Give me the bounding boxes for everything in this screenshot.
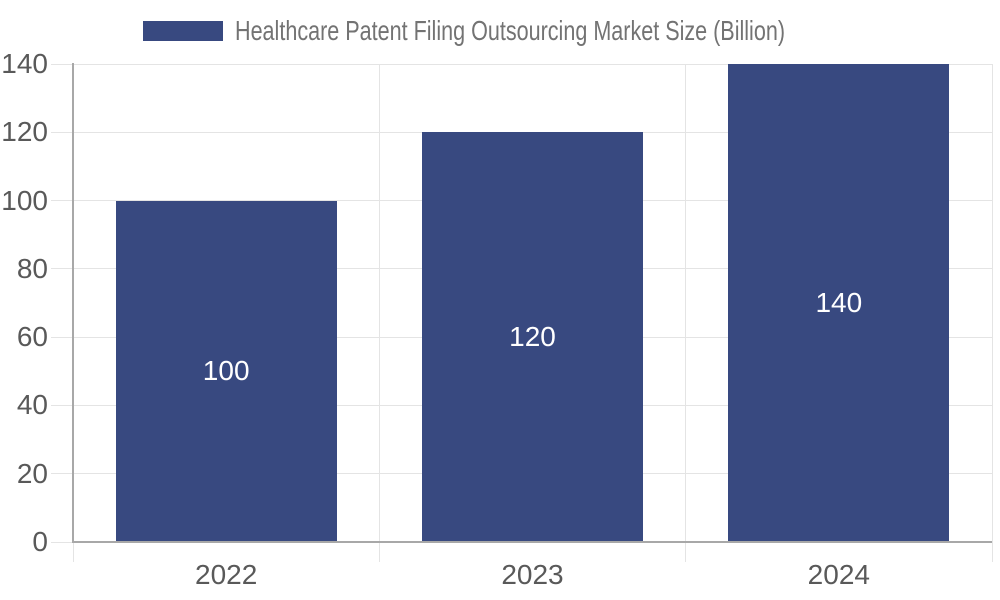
x-gridline (685, 64, 687, 562)
y-tick-label: 140 (1, 48, 48, 79)
x-axis-line (72, 541, 992, 543)
legend-label: Healthcare Patent Filing Outsourcing Mar… (235, 15, 786, 46)
y-tick-label: 0 (32, 526, 48, 557)
bar-value-label: 140 (815, 287, 863, 318)
y-tick-label: 80 (16, 252, 48, 284)
legend-swatch (143, 21, 223, 41)
y-tick-label: 40 (16, 389, 48, 421)
y-tick-label: 60 (16, 321, 48, 353)
x-tick-label: 2022 (195, 559, 258, 590)
y-gridline (51, 63, 992, 65)
bar (728, 64, 950, 542)
x-tick-label: 2023 (501, 559, 564, 590)
x-tick-label: 2024 (807, 559, 870, 590)
bar (115, 200, 337, 542)
y-tick-label: 20 (16, 457, 48, 489)
bar-value-label: 120 (509, 321, 556, 353)
y-axis-line (72, 63, 74, 543)
bar-value-label: 100 (202, 355, 250, 387)
bar (422, 132, 643, 542)
y-tick-label: 100 (1, 184, 48, 216)
x-gridline (378, 64, 380, 562)
x-gridline (991, 64, 993, 562)
y-tick-label: 120 (1, 116, 48, 148)
